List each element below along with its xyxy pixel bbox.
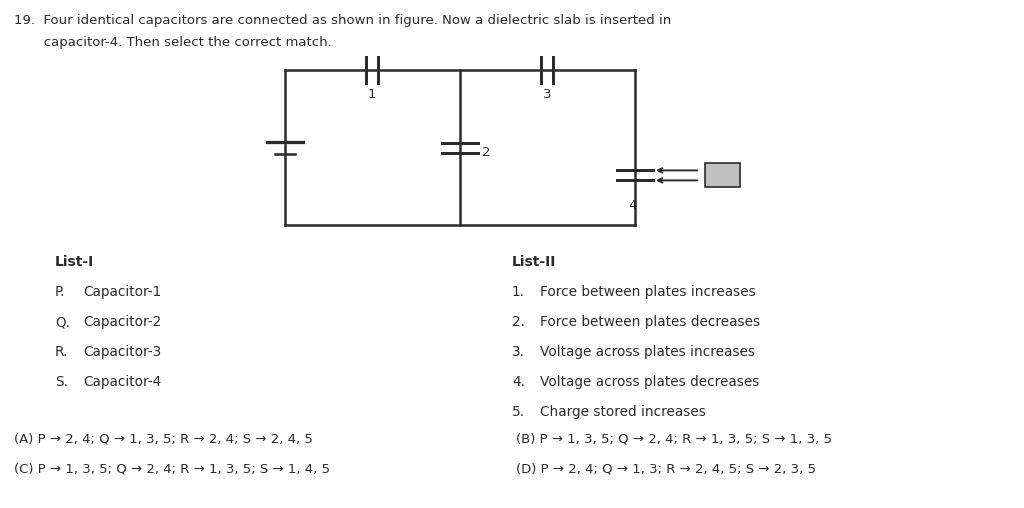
Text: 19.  Four identical capacitors are connected as shown in figure. Now a dielectri: 19. Four identical capacitors are connec… (14, 14, 672, 27)
Text: 3.: 3. (512, 345, 525, 359)
Text: Force between plates decreases: Force between plates decreases (540, 315, 760, 329)
Text: Voltage across plates decreases: Voltage across plates decreases (540, 375, 760, 389)
Bar (705, 164, 740, 187)
Text: 2: 2 (482, 146, 490, 159)
Text: (A) P → 2, 4; Q → 1, 3, 5; R → 2, 4; S → 2, 4, 5: (A) P → 2, 4; Q → 1, 3, 5; R → 2, 4; S →… (14, 432, 313, 445)
Text: 5.: 5. (512, 405, 525, 419)
Text: Voltage across plates increases: Voltage across plates increases (540, 345, 755, 359)
Text: Charge stored increases: Charge stored increases (540, 405, 706, 419)
Text: (B) P → 1, 3, 5; Q → 2, 4; R → 1, 3, 5; S → 1, 3, 5: (B) P → 1, 3, 5; Q → 2, 4; R → 1, 3, 5; … (516, 432, 831, 445)
Text: 1.: 1. (512, 285, 525, 299)
Text: Capacitor-2: Capacitor-2 (83, 315, 161, 329)
Text: (D) P → 2, 4; Q → 1, 3; R → 2, 4, 5; S → 2, 3, 5: (D) P → 2, 4; Q → 1, 3; R → 2, 4, 5; S →… (516, 463, 816, 476)
Text: Capacitor-1: Capacitor-1 (83, 285, 161, 299)
Text: 2.: 2. (512, 315, 525, 329)
Text: Q.: Q. (55, 315, 70, 329)
Text: R.: R. (55, 345, 69, 359)
Text: 3: 3 (543, 88, 551, 101)
Text: List-II: List-II (512, 255, 556, 269)
Text: 4: 4 (629, 200, 637, 212)
Text: List-I: List-I (55, 255, 94, 269)
Text: 1: 1 (368, 88, 376, 101)
Text: capacitor-4. Then select the correct match.: capacitor-4. Then select the correct mat… (14, 36, 332, 49)
Text: P.: P. (55, 285, 66, 299)
Text: Force between plates increases: Force between plates increases (540, 285, 756, 299)
Text: Capacitor-4: Capacitor-4 (83, 375, 161, 389)
Text: Capacitor-3: Capacitor-3 (83, 345, 161, 359)
Text: S.: S. (55, 375, 68, 389)
Text: (C) P → 1, 3, 5; Q → 2, 4; R → 1, 3, 5; S → 1, 4, 5: (C) P → 1, 3, 5; Q → 2, 4; R → 1, 3, 5; … (14, 463, 330, 476)
Text: 4.: 4. (512, 375, 525, 389)
